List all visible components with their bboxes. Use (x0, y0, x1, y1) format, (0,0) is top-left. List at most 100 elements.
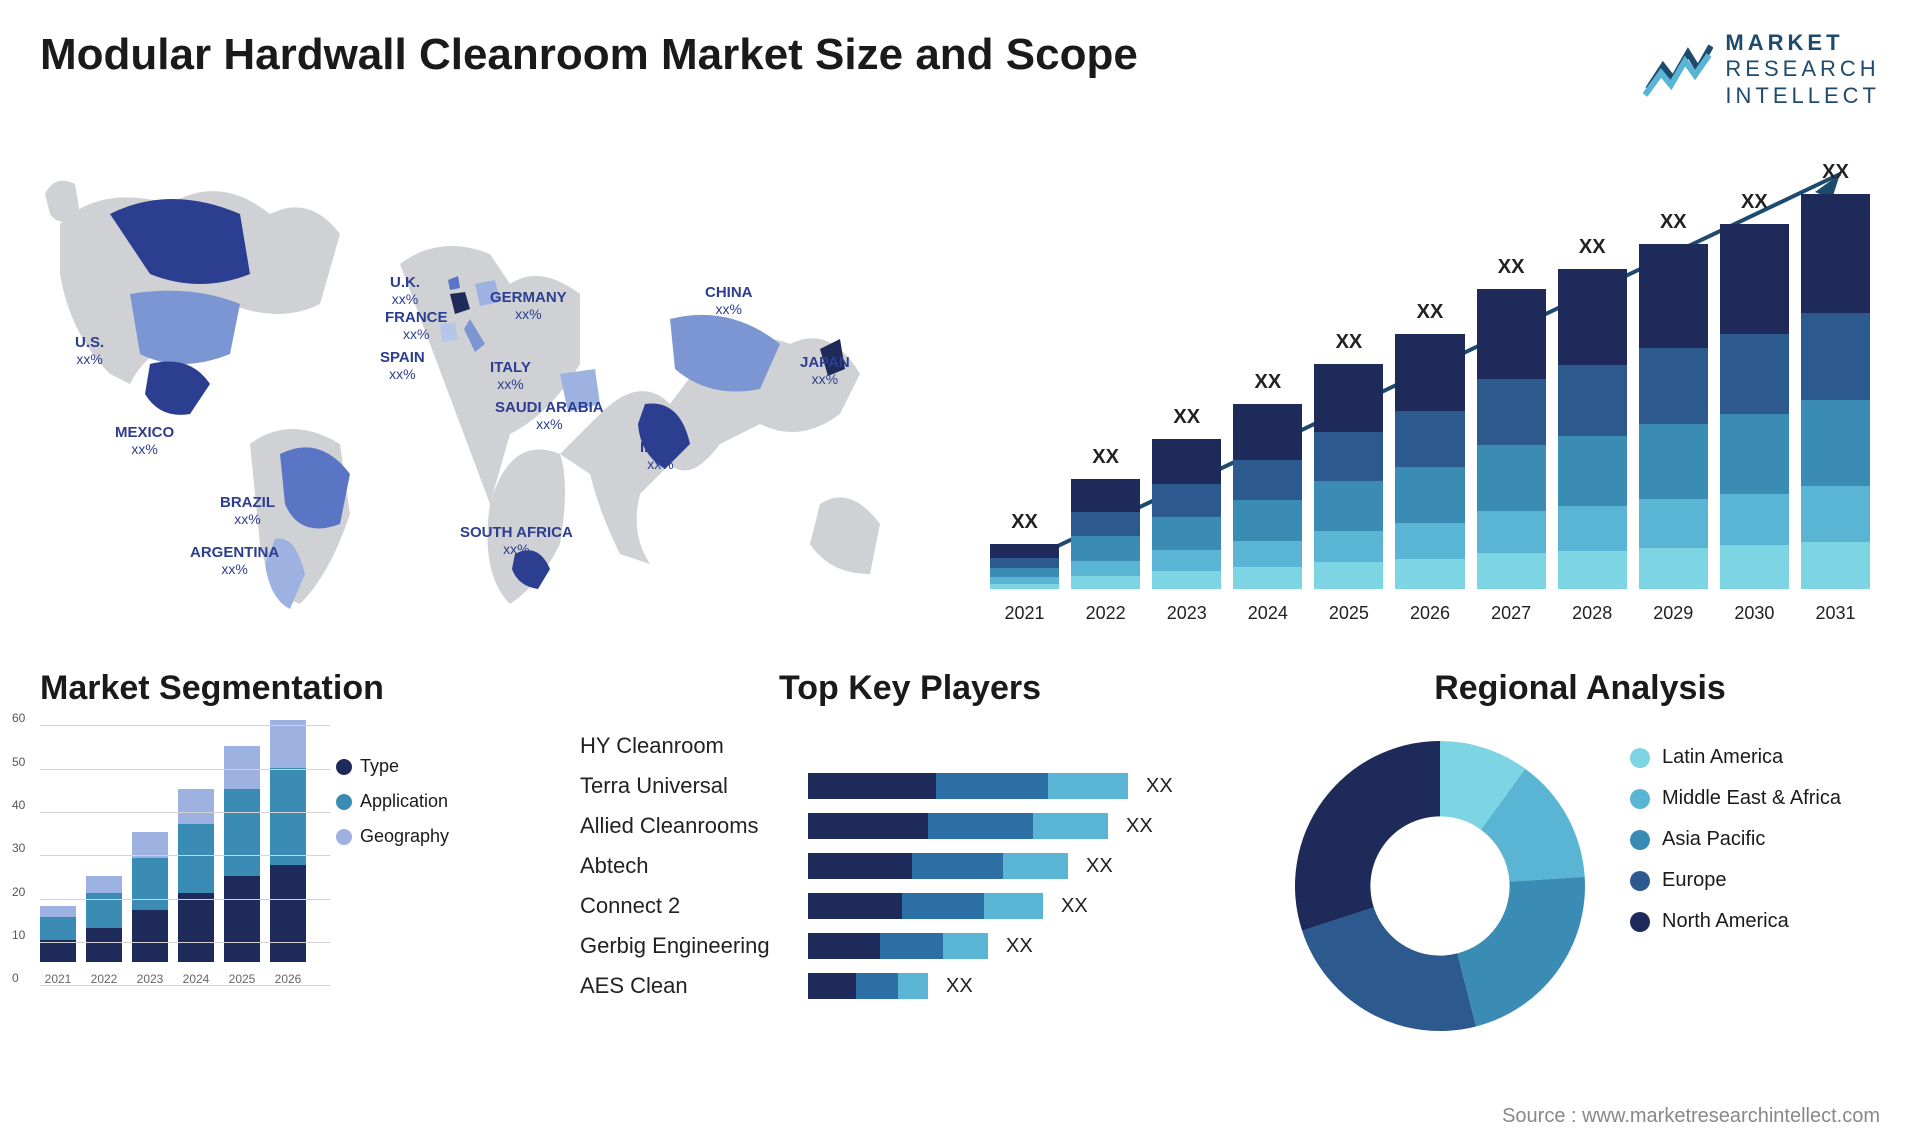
map-region-us (130, 291, 240, 364)
region-legend-item: Latin America (1630, 746, 1841, 769)
growth-year: 2025 (1329, 603, 1369, 624)
player-bar (808, 813, 1108, 839)
growth-chart: XX2021XX2022XX2023XX2024XX2025XX2026XX20… (980, 144, 1880, 634)
growth-label: XX (1092, 446, 1119, 469)
player-bar (808, 893, 1043, 919)
map-label-canada: CANADAxx% (120, 214, 185, 249)
donut-slice (1295, 741, 1440, 931)
map-label-china: CHINAxx% (705, 284, 753, 319)
map-label-brazil: BRAZILxx% (220, 494, 275, 529)
legend-item: Type (336, 756, 449, 777)
map-region-mexico (145, 362, 210, 415)
growth-year: 2026 (1410, 603, 1450, 624)
growth-bar-2024: XX 2024 (1233, 371, 1302, 624)
map-label-japan: JAPANxx% (800, 354, 850, 389)
segmentation-bar-2024: 2024 (178, 789, 214, 986)
player-value: XX (1086, 855, 1113, 878)
regional-panel: Regional Analysis Latin AmericaMiddle Ea… (1280, 669, 1880, 1046)
players-title: Top Key Players (580, 669, 1240, 708)
legend-item: Application (336, 791, 449, 812)
player-row: Allied Cleanrooms XX (580, 806, 1240, 846)
map-label-saudiarabia: SAUDI ARABIAxx% (495, 399, 604, 434)
region-legend-item: North America (1630, 910, 1841, 933)
player-row: Terra UniversalXX (580, 766, 1240, 806)
growth-bar-stack (1477, 289, 1546, 589)
players-panel: Top Key Players HY Cleanroom Terra Univer… (580, 669, 1240, 1046)
player-name: Allied Cleanrooms (580, 813, 800, 839)
segmentation-chart: 0102030405060202120222023202420252026 (40, 726, 306, 986)
growth-bar-2022: XX 2022 (1071, 446, 1140, 624)
map-label-uk: U.K.xx% (390, 274, 420, 309)
growth-label: XX (1254, 371, 1281, 394)
player-row: HY Cleanroom (580, 726, 1240, 766)
player-name: Gerbig Engineering (580, 933, 800, 959)
player-bar (808, 933, 988, 959)
growth-bar-2027: XX2027 (1477, 256, 1546, 624)
logo-mark-icon (1643, 41, 1713, 99)
regional-legend: Latin AmericaMiddle East & AfricaAsia Pa… (1630, 726, 1841, 933)
player-row: AES CleanXX (580, 966, 1240, 1006)
segmentation-legend: TypeApplicationGeography (336, 726, 449, 986)
growth-bar-2021: XX2021 (990, 511, 1059, 624)
growth-year: 2029 (1653, 603, 1693, 624)
growth-year: 2030 (1734, 603, 1774, 624)
map-label-argentina: ARGENTINAxx% (190, 544, 279, 579)
world-map-panel: CANADAxx% U.S.xx% MEXICOxx% BRAZILxx% ARGENT… (40, 144, 940, 634)
growth-bar-stack (1314, 364, 1383, 589)
growth-label: XX (1417, 301, 1444, 324)
growth-bar-2028: XX2028 (1558, 236, 1627, 624)
player-name: Abtech (580, 853, 800, 879)
growth-year: 2028 (1572, 603, 1612, 624)
map-label-germany: GERMANYxx% (490, 289, 567, 324)
player-row: Gerbig Engineering XX (580, 926, 1240, 966)
growth-year: 2023 (1167, 603, 1207, 624)
segmentation-bar-2026: 2026 (270, 720, 306, 987)
player-name: HY Cleanroom (580, 733, 800, 759)
growth-bar-2031: XX2031 (1801, 161, 1870, 624)
growth-year: 2024 (1248, 603, 1288, 624)
map-label-italy: ITALYxx% (490, 359, 531, 394)
growth-bar-stack (1395, 334, 1464, 589)
map-label-france: FRANCExx% (385, 309, 448, 344)
growth-bar-2030: XX 2030 (1720, 191, 1789, 624)
growth-bar-stack (1720, 224, 1789, 589)
player-row: Abtech XX (580, 846, 1240, 886)
segmentation-bar-2021: 2021 (40, 906, 76, 986)
player-bar (808, 973, 928, 999)
logo-line1: MARKET (1725, 30, 1880, 56)
growth-label: XX (1660, 211, 1687, 234)
growth-label: XX (1336, 331, 1363, 354)
growth-year: 2027 (1491, 603, 1531, 624)
logo-line2: RESEARCH (1725, 56, 1880, 82)
segmentation-title: Market Segmentation (40, 669, 540, 708)
regional-title: Regional Analysis (1280, 669, 1880, 708)
player-value: XX (1126, 815, 1153, 838)
growth-bar-stack (1233, 404, 1302, 589)
regional-donut (1280, 726, 1600, 1046)
map-region-china (670, 315, 780, 392)
map-label-us: U.S.xx% (75, 334, 104, 369)
player-value: XX (1006, 935, 1033, 958)
player-bar (808, 773, 1128, 799)
map-label-southafrica: SOUTH AFRICAxx% (460, 524, 573, 559)
growth-bar-stack (1801, 194, 1870, 589)
donut-slice (1302, 908, 1476, 1031)
player-name: AES Clean (580, 973, 800, 999)
growth-label: XX (1173, 406, 1200, 429)
growth-year: 2021 (1005, 603, 1045, 624)
player-row: Connect 2XX (580, 886, 1240, 926)
region-legend-item: Europe (1630, 869, 1841, 892)
player-value: XX (1146, 775, 1173, 798)
map-label-mexico: MEXICOxx% (115, 424, 174, 459)
source-citation: Source : www.marketresearchintellect.com (1502, 1105, 1880, 1128)
growth-bar-2026: XX 2026 (1395, 301, 1464, 624)
player-name: Connect 2 (580, 893, 800, 919)
growth-year: 2031 (1815, 603, 1855, 624)
growth-year: 2022 (1086, 603, 1126, 624)
players-chart: HY CleanroomTerra UniversalXXAllied Clea… (580, 726, 1240, 1006)
growth-label: XX (1741, 191, 1768, 214)
player-bar (808, 853, 1068, 879)
segmentation-bar-2025: 2025 (224, 746, 260, 987)
map-label-spain: SPAINxx% (380, 349, 425, 384)
growth-bar-stack (1071, 479, 1140, 589)
